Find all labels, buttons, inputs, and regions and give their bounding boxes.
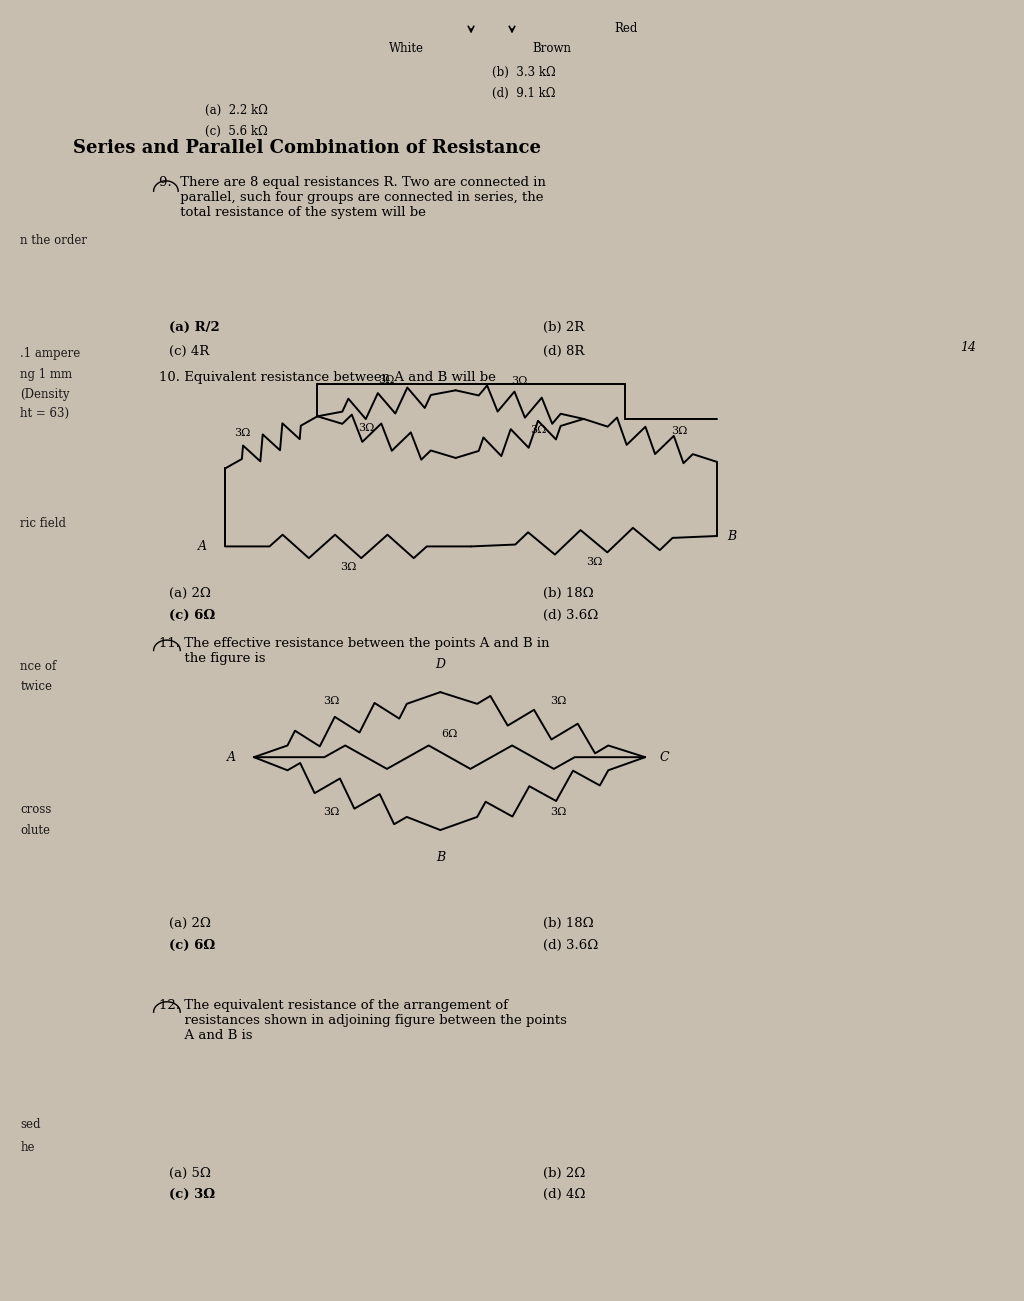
Text: (d) 4Ω: (d) 4Ω — [543, 1188, 585, 1201]
Text: sed: sed — [20, 1118, 41, 1131]
Text: B: B — [727, 530, 736, 543]
Text: (d) 8R: (d) 8R — [543, 345, 584, 358]
Text: (a)  2.2 kΩ: (a) 2.2 kΩ — [205, 104, 267, 117]
Text: (b) 18Ω: (b) 18Ω — [543, 917, 593, 930]
Text: ric field: ric field — [20, 516, 67, 530]
Text: 3Ω: 3Ω — [671, 427, 687, 437]
Text: (c) 6Ω: (c) 6Ω — [169, 609, 215, 622]
Text: 3Ω: 3Ω — [358, 423, 374, 433]
Text: (c) 3Ω: (c) 3Ω — [169, 1188, 215, 1201]
Text: C: C — [659, 751, 669, 764]
Text: A: A — [198, 540, 207, 553]
Text: 11. The effective resistance between the points A and B in
      the figure is: 11. The effective resistance between the… — [159, 637, 549, 666]
Text: (c) 6Ω: (c) 6Ω — [169, 939, 215, 952]
Text: Red: Red — [614, 22, 638, 35]
Text: 3Ω: 3Ω — [550, 807, 566, 817]
Text: (b) 2R: (b) 2R — [543, 321, 584, 334]
Text: 3Ω: 3Ω — [530, 424, 546, 435]
Text: nce of: nce of — [20, 660, 56, 673]
Text: (Density: (Density — [20, 388, 70, 401]
Text: 3Ω: 3Ω — [512, 376, 527, 386]
Text: 3Ω: 3Ω — [379, 375, 394, 385]
Text: 3Ω: 3Ω — [324, 696, 340, 706]
Text: A: A — [226, 751, 236, 764]
Text: .1 ampere: .1 ampere — [20, 347, 81, 360]
Text: (a) 2Ω: (a) 2Ω — [169, 587, 211, 600]
Text: (a) 2Ω: (a) 2Ω — [169, 917, 211, 930]
Text: White: White — [389, 42, 424, 55]
Text: 3Ω: 3Ω — [340, 562, 356, 572]
Text: (d) 3.6Ω: (d) 3.6Ω — [543, 939, 598, 952]
Text: (d) 3.6Ω: (d) 3.6Ω — [543, 609, 598, 622]
Text: (b) 18Ω: (b) 18Ω — [543, 587, 593, 600]
Text: (d)  9.1 kΩ: (d) 9.1 kΩ — [492, 87, 555, 100]
Text: (c)  5.6 kΩ: (c) 5.6 kΩ — [205, 125, 267, 138]
Text: (b)  3.3 kΩ: (b) 3.3 kΩ — [492, 66, 555, 79]
Text: twice: twice — [20, 680, 52, 693]
Text: B: B — [436, 851, 444, 864]
Text: olute: olute — [20, 824, 50, 837]
Text: (a) 5Ω: (a) 5Ω — [169, 1167, 211, 1180]
Text: Brown: Brown — [532, 42, 571, 55]
Text: ng 1 mm: ng 1 mm — [20, 368, 73, 381]
Text: Series and Parallel Combination of Resistance: Series and Parallel Combination of Resis… — [73, 139, 542, 157]
Text: he: he — [20, 1141, 35, 1154]
Text: (a) R/2: (a) R/2 — [169, 321, 220, 334]
Text: 6Ω: 6Ω — [441, 729, 458, 739]
Text: (c) 4R: (c) 4R — [169, 345, 209, 358]
Text: 3Ω: 3Ω — [550, 696, 566, 706]
Text: 10. Equivalent resistance between A and B will be: 10. Equivalent resistance between A and … — [159, 371, 496, 384]
Text: 3Ω: 3Ω — [234, 428, 251, 438]
Text: 12. The equivalent resistance of the arrangement of
      resistances shown in a: 12. The equivalent resistance of the arr… — [159, 999, 566, 1042]
Text: D: D — [435, 658, 445, 671]
Text: ht = 63): ht = 63) — [20, 407, 70, 420]
Text: 9.  There are 8 equal resistances R. Two are connected in
     parallel, such fo: 9. There are 8 equal resistances R. Two … — [159, 176, 546, 219]
Text: 3Ω: 3Ω — [586, 557, 602, 567]
Text: n the order: n the order — [20, 234, 87, 247]
Text: cross: cross — [20, 803, 52, 816]
Text: 3Ω: 3Ω — [324, 807, 340, 817]
Text: 14: 14 — [959, 341, 976, 354]
Text: (b) 2Ω: (b) 2Ω — [543, 1167, 585, 1180]
